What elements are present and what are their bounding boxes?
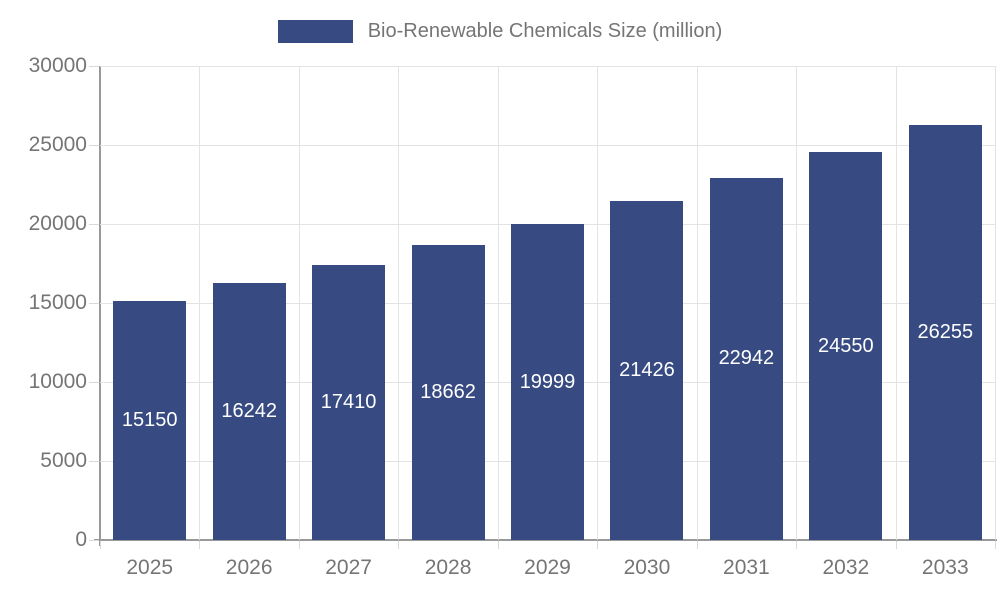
x-axis-tick [895, 541, 897, 549]
x-axis-tick [497, 541, 499, 549]
y-axis-tick [89, 66, 99, 67]
bar-2025[interactable]: 15150 [113, 300, 187, 540]
x-axis-tick-label: 2028 [424, 556, 472, 579]
y-axis-tick-label: 0 [75, 528, 87, 551]
bar-2028[interactable]: 18662 [411, 245, 485, 540]
legend-swatch [277, 20, 353, 43]
y-axis-tick-label: 5000 [40, 449, 87, 472]
bar-2029[interactable]: 19999 [511, 224, 584, 540]
gridline-vertical [995, 66, 996, 540]
x-axis-tick [298, 541, 300, 549]
x-axis-tick-label: 2031 [723, 556, 770, 579]
plot-area: 0 5000 10000 15000 20000 25000 30000 15150 2025 1… [29, 54, 997, 579]
bar-value-label: 21426 [619, 359, 675, 382]
x-axis-tick-label: 2032 [822, 556, 870, 579]
x-axis-line [94, 539, 997, 541]
gridline-horizontal [100, 145, 995, 146]
bar-value-label: 15150 [121, 408, 178, 431]
x-axis-tick [100, 541, 101, 549]
y-axis-tick [89, 540, 99, 541]
x-axis-tick-label: 2026 [225, 556, 273, 579]
y-axis-tick-label: 10000 [28, 370, 87, 393]
gridline-vertical [199, 66, 201, 540]
bar-value-label: 24550 [818, 334, 874, 357]
x-axis-tick-label: 2033 [921, 556, 969, 579]
bar-2026[interactable]: 16242 [212, 283, 286, 540]
bar-2031[interactable]: 22942 [709, 177, 783, 540]
bar-2027[interactable]: 17410 [312, 264, 386, 540]
gridline-vertical [597, 66, 599, 540]
bar-value-label: 17410 [320, 390, 377, 413]
gridline-horizontal [100, 66, 995, 67]
bar-value-label: 26255 [917, 321, 974, 344]
x-axis-tick [597, 541, 599, 549]
y-axis-tick-label: 20000 [28, 212, 87, 235]
y-axis-tick [89, 303, 99, 304]
bar-value-label: 16242 [221, 400, 277, 423]
bar-value-label: 19999 [519, 370, 576, 393]
gridline-vertical [398, 66, 400, 540]
x-axis-tick [398, 541, 400, 549]
bar-2033[interactable]: 26255 [908, 125, 982, 540]
y-axis-tick [89, 224, 99, 225]
gridline-vertical [298, 66, 300, 540]
legend-item[interactable]: Bio-Renewable Chemicals Size (million) [0, 20, 1000, 43]
x-axis-tick [696, 541, 698, 549]
x-axis-tick [995, 541, 996, 549]
y-axis-tick-label: 15000 [28, 291, 87, 314]
y-axis-tick-label: 25000 [28, 133, 87, 156]
bar-2032[interactable]: 24550 [809, 152, 883, 540]
bar-value-label: 22942 [718, 347, 775, 370]
legend-label: Bio-Renewable Chemicals Size (million) [367, 20, 723, 42]
gridline-vertical [895, 66, 897, 540]
x-axis-tick-label: 2027 [325, 556, 372, 579]
y-axis-tick [89, 382, 99, 383]
x-axis-tick-label: 2029 [524, 556, 571, 579]
x-axis-tick-label: 2025 [126, 556, 174, 579]
gridline-vertical [497, 66, 499, 540]
y-axis-tick [89, 145, 99, 146]
gridline-vertical [696, 66, 698, 540]
x-axis-tick-label: 2030 [623, 556, 671, 579]
y-axis-tick [89, 461, 99, 462]
bar-value-label: 18662 [420, 381, 476, 404]
y-axis-line [99, 66, 101, 546]
bar-2030[interactable]: 21426 [610, 201, 684, 540]
x-axis-tick [796, 541, 798, 549]
x-axis-tick [199, 541, 201, 549]
y-axis-tick-label: 30000 [28, 54, 87, 77]
gridline-vertical [796, 66, 798, 540]
